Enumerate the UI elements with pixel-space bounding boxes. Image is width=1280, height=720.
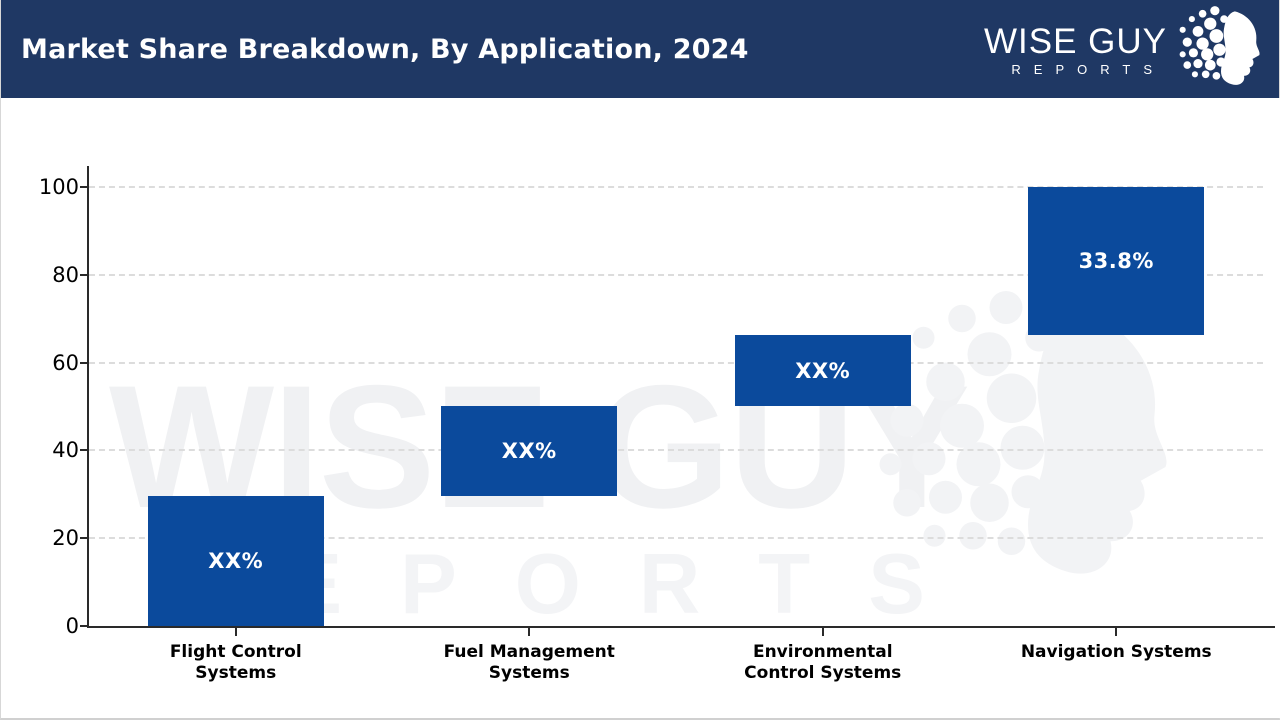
gridline-60 bbox=[89, 361, 1263, 364]
bar-1: XX% bbox=[147, 496, 324, 626]
y-tick-label: 100 bbox=[38, 175, 79, 199]
y-tick-label: 40 bbox=[52, 438, 79, 463]
gridline-40 bbox=[89, 449, 1263, 452]
category-label-line: Flight Control bbox=[169, 642, 302, 662]
category-label-line: Systems bbox=[488, 663, 570, 683]
category-label: Fuel Management Systems bbox=[379, 642, 679, 684]
page-title: Market Share Breakdown, By Application, … bbox=[21, 33, 749, 65]
y-tick-label: 60 bbox=[52, 350, 79, 375]
y-tick-label: 20 bbox=[52, 526, 79, 551]
x-tick-mark bbox=[234, 628, 237, 636]
category-label-line: Navigation Systems bbox=[1020, 642, 1212, 662]
brand-face-icon bbox=[1179, 6, 1260, 85]
x-tick-mark bbox=[528, 628, 531, 636]
y-tick-mark bbox=[80, 186, 89, 188]
watermark-face-icon bbox=[879, 291, 1167, 574]
y-tick-mark bbox=[80, 273, 89, 276]
gridline-20 bbox=[89, 537, 1263, 540]
header-bar: Market Share Breakdown, By Application, … bbox=[1, 0, 1279, 98]
brand-name: WISE GUY bbox=[983, 22, 1167, 61]
brand-subtitle: REPORTS bbox=[1011, 62, 1165, 77]
y-tick-label: 80 bbox=[52, 262, 79, 287]
y-tick-mark bbox=[80, 537, 89, 540]
bar-value-label: XX% bbox=[795, 358, 851, 383]
bar-value-label: XX% bbox=[208, 549, 264, 574]
category-label-line: Environmental bbox=[752, 642, 893, 662]
bar-2: XX% bbox=[441, 406, 618, 497]
y-tick-mark bbox=[80, 361, 89, 364]
x-tick-mark bbox=[1115, 628, 1118, 636]
category-label-line: Fuel Management bbox=[443, 642, 615, 662]
bar-4: 33.8% bbox=[1028, 187, 1205, 336]
y-tick-label: 0 bbox=[65, 614, 79, 638]
category-label-line: Systems bbox=[195, 663, 277, 683]
x-tick-mark bbox=[821, 628, 824, 636]
gridline-80 bbox=[89, 273, 1263, 276]
bar-3: XX% bbox=[734, 335, 911, 407]
y-axis-line bbox=[87, 166, 89, 628]
bar-value-label: XX% bbox=[501, 439, 557, 464]
category-label: Flight Control Systems bbox=[86, 642, 386, 684]
gridline-100 bbox=[89, 186, 1263, 188]
category-label-line: Control Systems bbox=[744, 663, 902, 683]
category-label: Navigation Systems bbox=[966, 642, 1266, 663]
x-axis-line bbox=[87, 626, 1275, 628]
bar-value-label: 33.8% bbox=[1078, 249, 1154, 274]
y-tick-mark bbox=[80, 449, 89, 452]
category-label: Environmental Control Systems bbox=[673, 642, 973, 684]
brand-logo: WISE GUY REPORTS bbox=[984, 0, 1269, 98]
y-tick-mark bbox=[80, 625, 89, 627]
chart-canvas: WISE GUY REPORTS 0 20 40 60 80 100 XX% Flight C… bbox=[1, 98, 1280, 718]
